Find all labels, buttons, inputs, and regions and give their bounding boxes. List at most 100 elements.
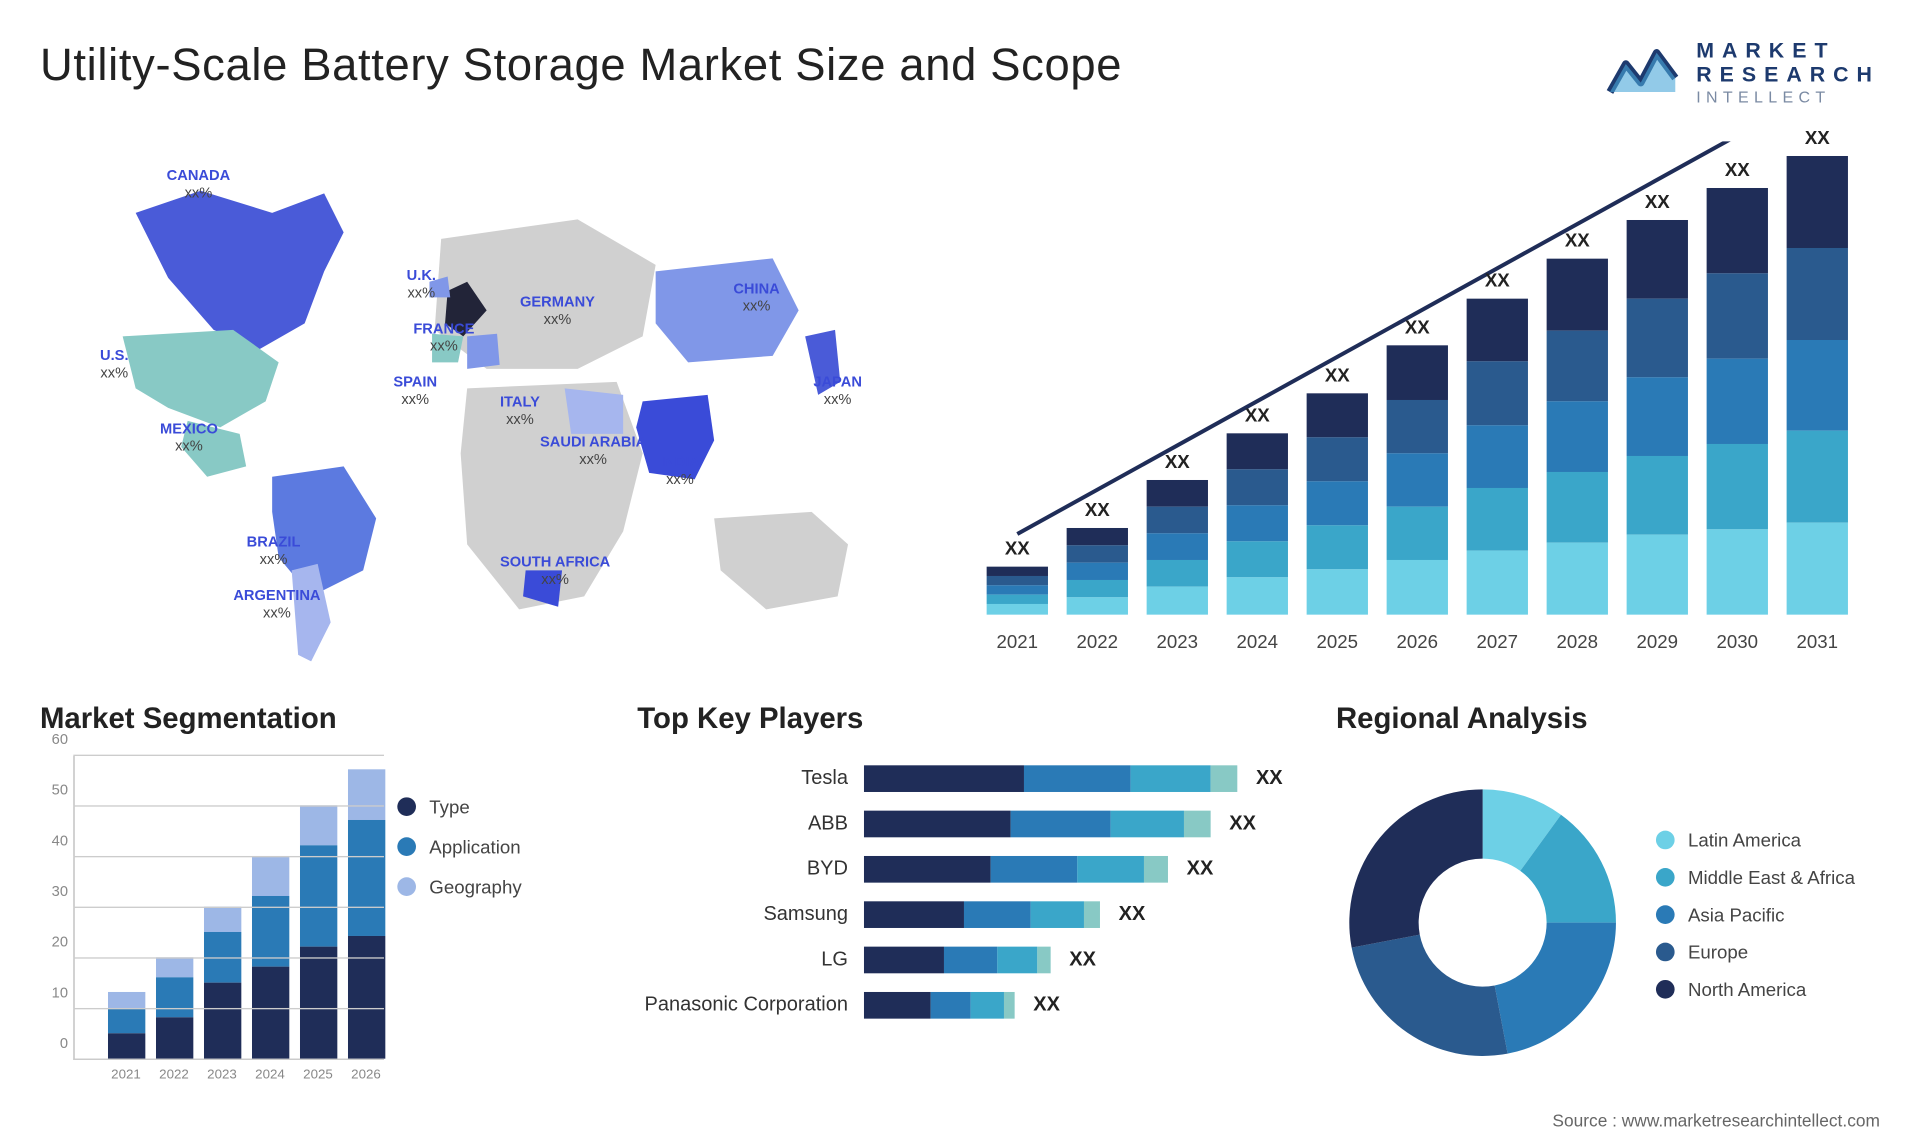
player-bar-segment <box>971 991 1004 1018</box>
regional-legend-item: Asia Pacific <box>1656 903 1855 924</box>
growth-bar-segment <box>1387 453 1448 507</box>
player-bar-segment <box>864 901 964 928</box>
growth-bar-segment <box>1547 259 1608 330</box>
map-label: CHINAxx% <box>733 281 779 316</box>
growth-bar-segment <box>1547 472 1608 543</box>
map-label-name: SOUTH AFRICA <box>500 554 610 572</box>
world-map-svg <box>40 141 933 661</box>
map-label-pct: xx% <box>500 412 540 430</box>
seg-bar-segment <box>155 1018 192 1059</box>
player-bar-segment <box>1024 765 1131 792</box>
seg-bar-segment <box>299 947 336 1058</box>
regional-legend-item: Latin America <box>1656 829 1855 850</box>
map-label: CANADAxx% <box>167 167 231 202</box>
legend-label: Europe <box>1688 941 1748 962</box>
regional-legend-item: Europe <box>1656 941 1855 962</box>
seg-bar: 2023 <box>203 906 240 1058</box>
map-label: SOUTH AFRICAxx% <box>500 554 610 589</box>
segmentation-legend: TypeApplicationGeography <box>397 795 584 915</box>
seg-gridline <box>73 1007 384 1008</box>
map-label-name: ARGENTINA <box>233 587 320 605</box>
seg-legend-item: Geography <box>397 875 584 896</box>
seg-bar-segment <box>347 936 384 1058</box>
growth-bar-segment <box>987 595 1048 604</box>
map-label-name: MEXICO <box>160 421 218 439</box>
players-panel: Top Key Players TeslaXXABBXXBYDXXSamsung… <box>637 701 1282 1089</box>
growth-bar-segment <box>1387 400 1448 454</box>
growth-bar-segment <box>1467 425 1528 488</box>
seg-bar-segment <box>347 820 384 937</box>
seg-xlabel: 2025 <box>299 1067 336 1082</box>
player-bar-segment <box>931 991 971 1018</box>
growth-bar-segment <box>1627 220 1688 299</box>
source-line: Source : www.marketresearchintellect.com <box>1552 1110 1880 1130</box>
growth-bar: XX2025 <box>1307 393 1368 614</box>
seg-bar: 2021 <box>107 992 144 1058</box>
map-label: U.S.xx% <box>100 347 129 382</box>
growth-bar-segment <box>1067 527 1128 544</box>
regional-legend-item: Middle East & Africa <box>1656 866 1855 887</box>
player-value: XX <box>1033 993 1060 1016</box>
growth-bar-year: 2023 <box>1147 630 1208 651</box>
growth-bar-segment <box>1227 505 1288 541</box>
player-row: ABBXX <box>637 801 1282 846</box>
growth-bar-value: XX <box>1627 190 1688 211</box>
map-label-pct: xx% <box>413 338 474 356</box>
growth-bar-segment <box>1787 248 1848 339</box>
growth-bar-chart: XX2021XX2022XX2023XX2024XX2025XX2026XX20… <box>987 141 1880 661</box>
growth-bar-segment <box>1067 579 1128 596</box>
player-row: Panasonic Corporation XX <box>637 982 1282 1027</box>
seg-ytick: 50 <box>52 782 68 798</box>
seg-xlabel: 2022 <box>155 1067 192 1082</box>
growth-bar-segment <box>1147 587 1208 614</box>
seg-ytick: 30 <box>52 883 68 899</box>
regional-chart: Latin America Middle East & Africa Asia Pa… <box>1336 755 1880 1088</box>
growth-bar-value: XX <box>1467 269 1528 290</box>
map-label-pct: xx% <box>660 472 700 490</box>
player-name: Panasonic Corporation <box>637 993 864 1016</box>
player-row: LGXX <box>637 937 1282 982</box>
map-label-pct: xx% <box>167 185 231 203</box>
players-title: Top Key Players <box>637 701 1282 736</box>
growth-bar-segment <box>1307 526 1368 570</box>
growth-bar-year: 2026 <box>1387 630 1448 651</box>
player-bar-segment <box>1084 901 1100 928</box>
growth-bar-segment <box>1387 507 1448 561</box>
brand-line1: MARKET <box>1696 40 1880 65</box>
map-label-pct: xx% <box>813 392 862 410</box>
seg-gridline <box>73 1058 384 1059</box>
growth-bar-segment <box>1787 340 1848 431</box>
seg-ytick: 40 <box>52 833 68 849</box>
growth-bar: XX2028 <box>1547 259 1608 614</box>
map-label: SAUDI ARABIAxx% <box>540 434 646 469</box>
legend-swatch-icon <box>397 797 416 816</box>
growth-bar-segment <box>1707 188 1768 273</box>
player-bar-segment <box>1011 810 1111 837</box>
player-bar-segment <box>1131 765 1211 792</box>
growth-bar-segment <box>1547 401 1608 472</box>
segmentation-panel: Market Segmentation 0102030405060 202120… <box>40 701 584 1089</box>
seg-legend-item: Application <box>397 835 584 856</box>
seg-bar-segment <box>155 977 192 1018</box>
map-label: ITALYxx% <box>500 394 540 429</box>
growth-bar-segment <box>1307 393 1368 437</box>
growth-bar-segment <box>1787 157 1848 248</box>
growth-bar-segment <box>1707 444 1768 529</box>
seg-bar: 2025 <box>299 805 336 1058</box>
legend-label: Application <box>429 835 520 856</box>
player-name: BYD <box>637 857 864 880</box>
growth-bar-year: 2027 <box>1467 630 1528 651</box>
map-region <box>714 511 848 608</box>
regional-legend: Latin America Middle East & Africa Asia Pa… <box>1656 829 1855 1016</box>
growth-bar-segment <box>1787 523 1848 614</box>
seg-xlabel: 2021 <box>107 1067 144 1082</box>
player-bar-segment <box>1184 810 1211 837</box>
legend-swatch-icon <box>1656 867 1675 886</box>
player-bar <box>864 946 1051 973</box>
growth-bar: XX2030 <box>1707 188 1768 614</box>
player-bar <box>864 765 1237 792</box>
growth-bar-segment <box>1227 469 1288 505</box>
growth-bar-segment <box>1227 542 1288 578</box>
donut-slice <box>1352 934 1508 1055</box>
growth-bar: XX2023 <box>1147 480 1208 614</box>
